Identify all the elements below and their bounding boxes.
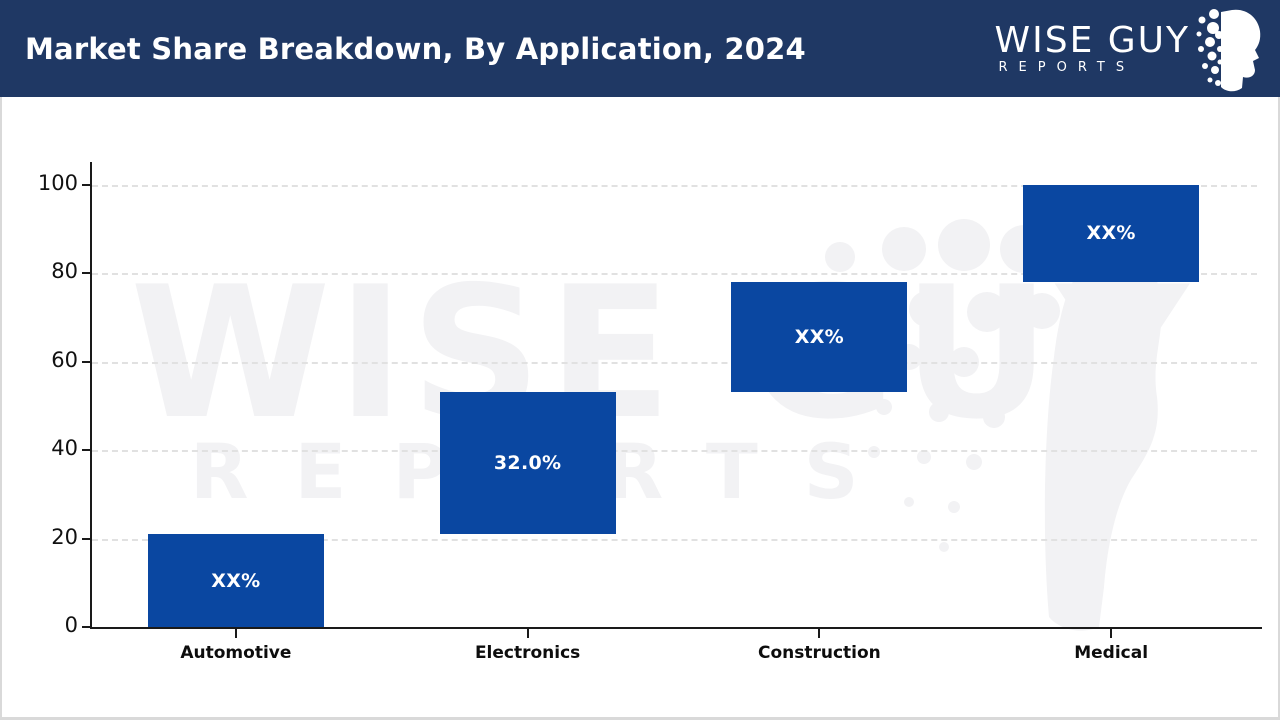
bar-construction: XX% — [731, 281, 908, 393]
logo-face-icon — [1196, 8, 1261, 91]
y-tick-label-100: 100 — [37, 170, 78, 195]
wise-guy-reports-logo: WISE GUY REPORTS — [995, 4, 1280, 94]
bar-value-label: 32.0% — [493, 452, 562, 475]
gridline-y-40 — [92, 450, 1257, 452]
logo-wordmark-line2: REPORTS — [998, 60, 1136, 76]
bar-medical: XX% — [1023, 184, 1200, 282]
x-tick-medical — [1110, 629, 1113, 638]
gridline-y-100 — [92, 184, 1257, 187]
y-tick-label-40: 40 — [51, 436, 78, 460]
bar-electronics: 32.0% — [439, 392, 616, 535]
x-axis-line — [90, 627, 1262, 629]
y-tick-label-20: 20 — [51, 524, 78, 549]
bar-automotive: XX% — [147, 534, 324, 627]
header-bar: Market Share Breakdown, By Application, … — [0, 0, 1280, 97]
y-tick-label-60: 60 — [51, 347, 78, 372]
gridline-y-20 — [92, 538, 1257, 541]
y-tick-60 — [82, 360, 90, 363]
gridline-y-60 — [92, 361, 1257, 364]
bar-value-label: XX% — [1086, 222, 1136, 245]
y-tick-20 — [82, 537, 90, 540]
y-tick-40 — [82, 449, 90, 451]
logo-wordmark-line1: WISE GUY — [994, 19, 1190, 61]
plot: 0 20 40 60 80 100 XX% Automotive 32.0% Electronic… — [2, 97, 1278, 717]
x-category-label-construction: Construction — [757, 643, 881, 663]
bar-value-label: XX% — [794, 326, 844, 349]
y-tick-0 — [82, 626, 90, 628]
gridline-y-80 — [92, 273, 1257, 275]
x-tick-automotive — [234, 629, 237, 638]
x-category-label-automotive: Automotive — [180, 643, 292, 663]
logo-wordmark: WISE GUY REPORTS — [994, 19, 1191, 76]
x-tick-construction — [818, 629, 821, 638]
y-axis-line — [90, 162, 92, 629]
page-title: Market Share Breakdown, By Application, … — [25, 31, 806, 66]
x-category-label-electronics: Electronics — [474, 643, 581, 663]
y-tick-80 — [82, 272, 90, 274]
bar-value-label: XX% — [211, 569, 261, 592]
chart-area: WISE GUY REPORTS 020406080100XX%Automoti… — [0, 97, 1280, 720]
x-category-label-medical: Medical — [1074, 643, 1149, 663]
y-tick-label-80: 80 — [51, 259, 78, 283]
y-tick-label-0: 0 — [64, 613, 78, 637]
x-tick-electronics — [526, 629, 529, 638]
y-tick-100 — [82, 183, 90, 186]
